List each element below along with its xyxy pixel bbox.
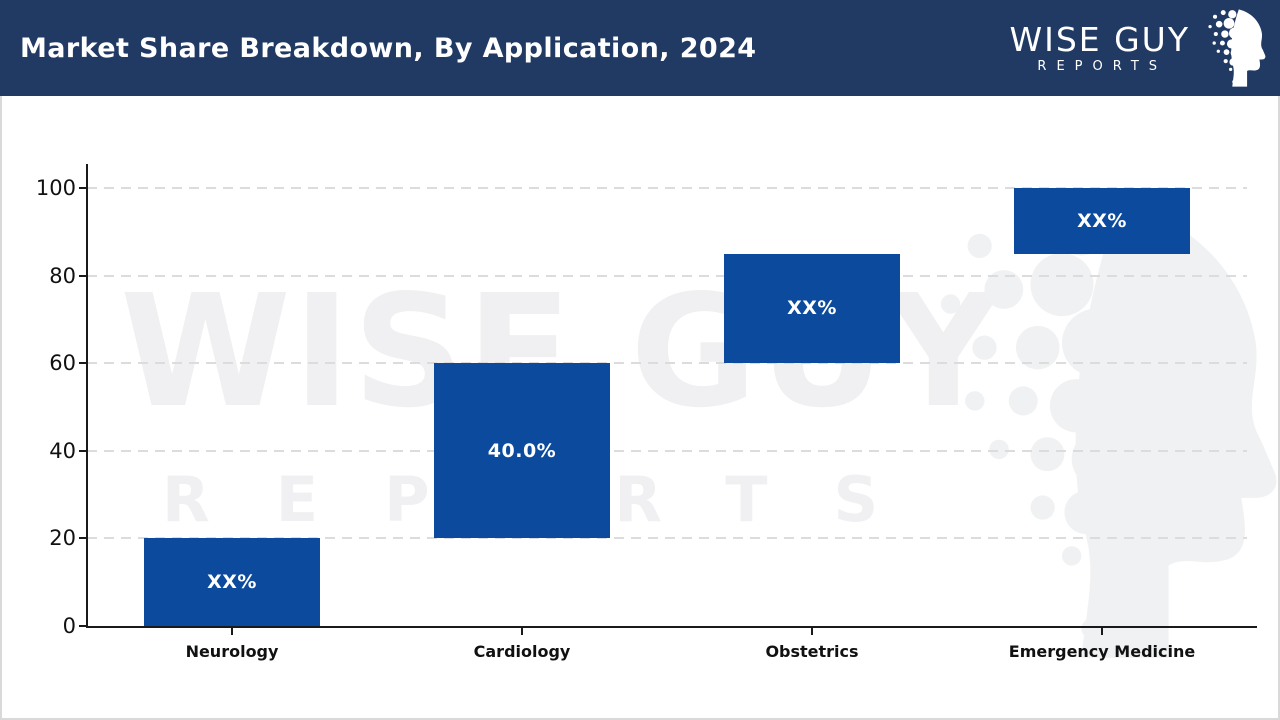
y-tick-label-80: 80	[49, 263, 76, 288]
grid-line-60	[87, 362, 1247, 365]
bar-plot: 0 20 40 60 80 100 XX% 40.0% XX% XX% Neurology Cardi…	[2, 96, 1278, 718]
x-tick-label-1: Cardiology	[473, 642, 571, 661]
y-tick-40	[79, 449, 86, 452]
wise-guy-reports-logo: WISE GUY REPORTS	[1009, 6, 1266, 90]
bar-value-label: XX%	[207, 571, 257, 594]
x-axis-line	[86, 626, 1257, 628]
y-tick-20	[79, 537, 86, 540]
x-tick-2	[811, 628, 813, 635]
y-tick-label-100: 100	[35, 176, 76, 200]
x-tick-label-3: Emergency Medicine	[1008, 642, 1196, 661]
bar-value-label: XX%	[787, 297, 837, 320]
y-tick-80	[79, 274, 86, 277]
logo-head-icon	[1208, 9, 1266, 87]
logo-subtitle: REPORTS	[1037, 59, 1168, 74]
y-axis-line	[86, 164, 88, 628]
bar-value-label: 40.0%	[487, 439, 557, 462]
y-tick-label-40: 40	[49, 438, 76, 463]
bar-neurology: XX%	[144, 538, 320, 626]
x-tick-0	[231, 628, 233, 635]
header-bar: Market Share Breakdown, By Application, …	[0, 0, 1280, 96]
x-tick-label-2: Obstetrics	[765, 642, 859, 661]
logo-wordmark: WISE GUY	[1009, 20, 1190, 59]
y-tick-60	[79, 362, 86, 365]
y-tick-label-20: 20	[49, 526, 76, 551]
logo-wordmark-block: WISE GUY REPORTS	[1009, 23, 1190, 73]
y-tick-0	[79, 625, 86, 627]
grid-line-40	[87, 449, 1247, 452]
watermark-head-graphic	[940, 202, 1277, 658]
y-tick-label-0: 0	[62, 614, 76, 638]
y-tick-label-60: 60	[49, 351, 76, 376]
page-title: Market Share Breakdown, By Application, …	[20, 32, 757, 64]
bar-obstetrics: XX%	[724, 253, 900, 364]
x-tick-1	[521, 628, 523, 635]
y-tick-100	[79, 187, 86, 189]
chart-area: WISE GUY REPORTS 020406080100XX%40.0%XX%…	[0, 96, 1280, 720]
bar-value-label: XX%	[1077, 209, 1127, 232]
x-tick-3	[1101, 628, 1103, 635]
x-tick-label-0: Neurology	[185, 642, 279, 661]
bar-emergency-medicine: XX%	[1014, 188, 1190, 254]
grid-line-80	[87, 274, 1247, 277]
bar-cardiology: 40.0%	[434, 363, 610, 539]
grid-line-100	[87, 187, 1247, 189]
grid-line-20	[87, 537, 1247, 540]
